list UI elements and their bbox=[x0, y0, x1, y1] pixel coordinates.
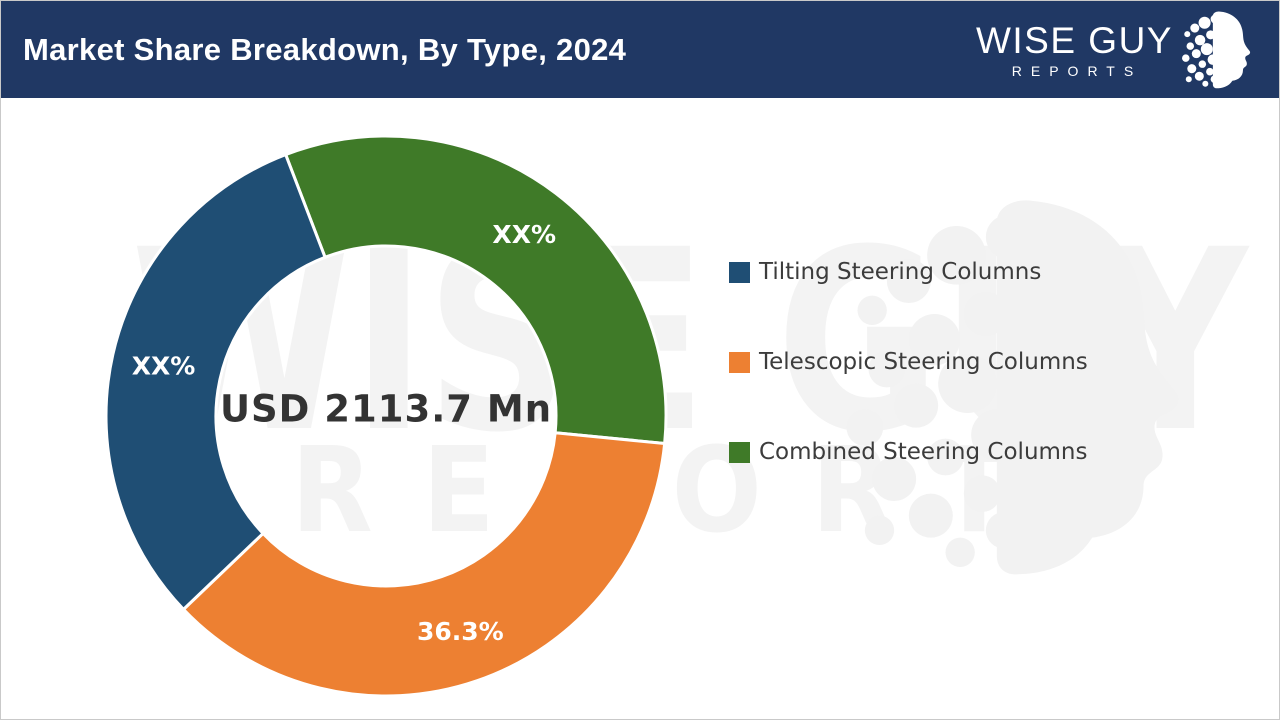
wise-guy-logo[interactable]: WISE GUY REPORTS bbox=[976, 10, 1253, 89]
donut-segment-tilting-steering-columns[interactable] bbox=[104, 153, 327, 611]
header-bar: Market Share Breakdown, By Type, 2024 WI… bbox=[1, 1, 1279, 98]
logo-text: WISE GUY REPORTS bbox=[976, 22, 1173, 78]
donut-segment-label: XX% bbox=[132, 352, 196, 381]
legend-swatch-tilting bbox=[729, 261, 750, 283]
legend-item-telescopic[interactable]: Telescopic Steering Columns bbox=[729, 345, 1088, 379]
page-title: Market Share Breakdown, By Type, 2024 bbox=[23, 31, 627, 67]
chart-legend: Tilting Steering Columns Telescopic Stee… bbox=[729, 255, 1088, 525]
donut-segment-telescopic-steering-columns[interactable] bbox=[182, 431, 667, 698]
legend-label: Combined Steering Columns bbox=[759, 439, 1088, 465]
logo-subtitle: REPORTS bbox=[1011, 62, 1143, 79]
legend-label: Telescopic Steering Columns bbox=[759, 349, 1088, 375]
donut-segment-label: 36.3% bbox=[417, 617, 504, 646]
legend-swatch-telescopic bbox=[729, 351, 750, 373]
legend-item-combined[interactable]: Combined Steering Columns bbox=[729, 435, 1088, 469]
legend-label: Tilting Steering Columns bbox=[759, 259, 1042, 285]
legend-item-tilting[interactable]: Tilting Steering Columns bbox=[729, 255, 1088, 289]
donut-segment-combined-steering-columns[interactable] bbox=[284, 134, 668, 446]
logo-face-icon bbox=[1182, 11, 1251, 89]
donut-segment-label: XX% bbox=[492, 220, 556, 249]
legend-swatch-combined bbox=[729, 441, 750, 463]
logo-wordmark: WISE GUY bbox=[975, 19, 1173, 61]
donut-center-value: USD 2113.7 Mn bbox=[219, 387, 553, 431]
